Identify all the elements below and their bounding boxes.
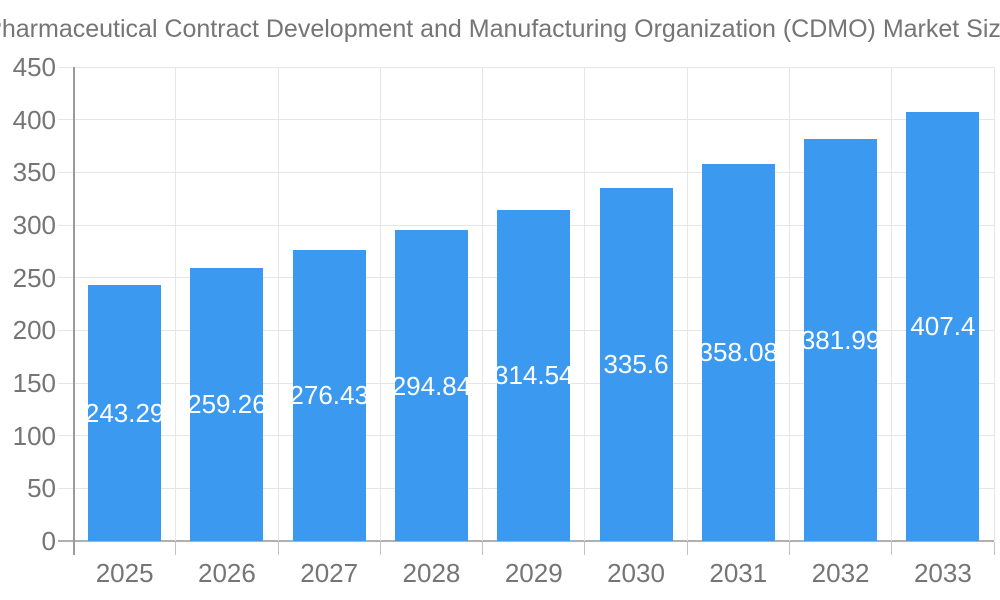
bar [292,249,366,541]
bar [88,284,162,541]
y-axis-label: 50 [27,473,56,504]
y-axis-label: 150 [12,368,56,398]
x-axis-label: 2033 [913,558,972,588]
y-axis-label: 200 [12,315,56,346]
v-gridline [788,67,790,541]
v-gridline [584,67,586,541]
y-axis-label: 400 [12,104,56,135]
x-axis-tick [686,542,688,555]
x-axis-label: 2029 [504,558,563,588]
y-axis-line [72,67,75,555]
v-gridline [686,67,688,541]
h-gridline [58,119,994,121]
v-gridline [482,67,484,541]
bar [394,230,468,541]
bar [497,209,571,541]
bar [701,163,775,541]
h-gridline [58,171,994,173]
bar [804,138,878,541]
v-gridline [993,67,995,541]
v-gridline [891,67,893,541]
x-axis-tick [277,542,279,555]
y-axis-label: 350 [12,157,56,188]
y-axis-label: 450 [12,52,56,82]
bar [190,267,264,541]
x-axis-tick [891,542,893,555]
h-gridline [58,66,994,68]
x-axis-label: 2031 [709,558,768,588]
x-axis-label: 2032 [811,558,870,588]
v-gridline [175,67,177,541]
x-axis-tick [379,542,381,555]
x-axis-tick [175,542,177,555]
y-axis-label: 0 [41,526,56,556]
x-axis-tick [584,542,586,555]
bar [906,111,980,541]
x-axis-label: 2028 [402,558,461,588]
v-gridline [379,67,381,541]
x-axis-label: 2030 [607,558,665,588]
x-axis-baseline [58,540,994,542]
x-axis-label: 2026 [197,558,256,588]
x-axis-tick [482,542,484,555]
y-axis-label: 300 [12,210,56,240]
x-axis-tick [788,542,790,555]
x-axis-label: 2025 [95,558,154,588]
x-axis-label: 2027 [300,558,359,588]
x-axis-tick [993,542,995,555]
y-axis-label: 100 [12,420,56,451]
chart-title: Pharmaceutical Contract Development and … [0,15,1000,43]
v-gridline [277,67,279,541]
y-axis-label: 250 [12,262,56,293]
bar [599,187,673,541]
